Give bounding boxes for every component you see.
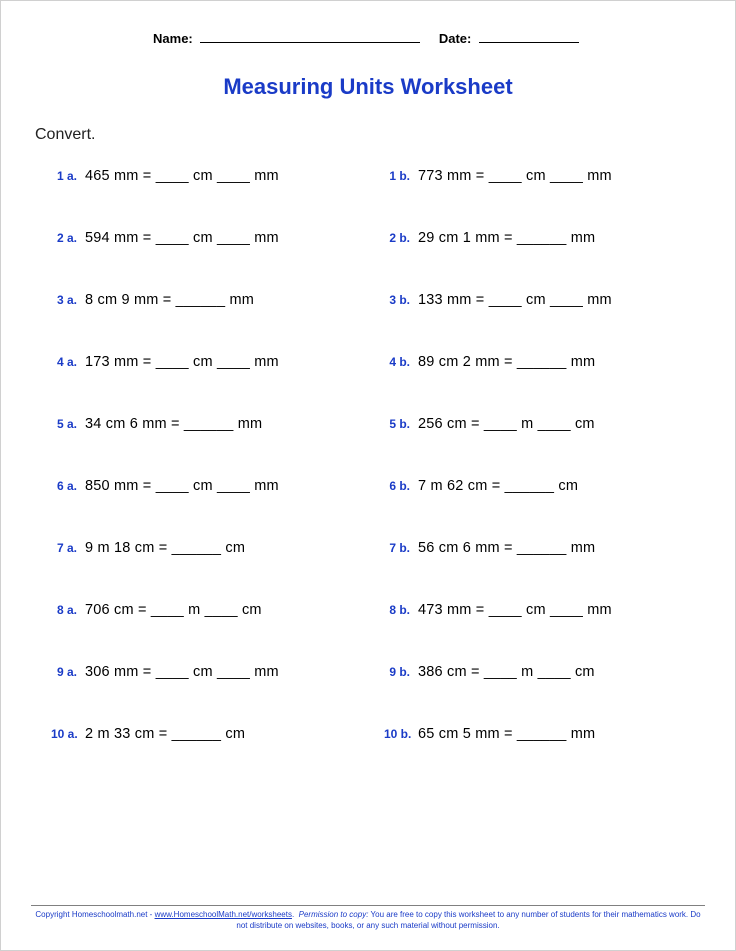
problem-item: 1 a.465 mm = ____ cm ____ mm xyxy=(51,168,364,184)
problem-text: 465 mm = ____ cm ____ mm xyxy=(85,168,279,184)
instruction-text: Convert. xyxy=(35,126,705,144)
problem-item: 4 a.173 mm = ____ cm ____ mm xyxy=(51,354,364,370)
problem-number: 1 a. xyxy=(51,169,85,183)
problem-number: 10 a. xyxy=(51,727,85,741)
problem-number: 10 b. xyxy=(384,727,418,741)
problem-item: 9 b.386 cm = ____ m ____ cm xyxy=(384,664,697,680)
problem-number: 8 b. xyxy=(384,603,418,617)
problem-text: 773 mm = ____ cm ____ mm xyxy=(418,168,612,184)
problem-text: 706 cm = ____ m ____ cm xyxy=(85,602,262,618)
problem-text: 306 mm = ____ cm ____ mm xyxy=(85,664,279,680)
name-blank xyxy=(200,31,420,43)
problem-item: 9 a.306 mm = ____ cm ____ mm xyxy=(51,664,364,680)
problem-number: 5 a. xyxy=(51,417,85,431)
footer-permission-label: Permission to copy: xyxy=(299,910,369,919)
worksheet-title: Measuring Units Worksheet xyxy=(31,74,705,100)
problem-text: 8 cm 9 mm = ______ mm xyxy=(85,292,254,308)
problem-text: 386 cm = ____ m ____ cm xyxy=(418,664,595,680)
date-label: Date: xyxy=(439,31,472,46)
header-line: Name: Date: xyxy=(31,31,705,46)
problem-item: 8 a.706 cm = ____ m ____ cm xyxy=(51,602,364,618)
footer-copyright: Copyright Homeschoolmath.net - xyxy=(35,910,154,919)
problem-number: 6 b. xyxy=(384,479,418,493)
problem-text: 9 m 18 cm = ______ cm xyxy=(85,540,245,556)
problem-item: 4 b.89 cm 2 mm = ______ mm xyxy=(384,354,697,370)
date-blank xyxy=(479,31,579,43)
problem-item: 2 b.29 cm 1 mm = ______ mm xyxy=(384,230,697,246)
problem-item: 5 a.34 cm 6 mm = ______ mm xyxy=(51,416,364,432)
problem-item: 6 a.850 mm = ____ cm ____ mm xyxy=(51,478,364,494)
problem-number: 9 a. xyxy=(51,665,85,679)
problem-item: 5 b.256 cm = ____ m ____ cm xyxy=(384,416,697,432)
problem-item: 7 b.56 cm 6 mm = ______ mm xyxy=(384,540,697,556)
problem-item: 1 b.773 mm = ____ cm ____ mm xyxy=(384,168,697,184)
problem-text: 256 cm = ____ m ____ cm xyxy=(418,416,595,432)
problem-number: 6 a. xyxy=(51,479,85,493)
footer-link: www.HomeschoolMath.net/worksheets xyxy=(155,910,292,919)
problem-text: 7 m 62 cm = ______ cm xyxy=(418,478,578,494)
problem-item: 2 a.594 mm = ____ cm ____ mm xyxy=(51,230,364,246)
problem-number: 5 b. xyxy=(384,417,418,431)
problem-item: 10 a.2 m 33 cm = ______ cm xyxy=(51,726,364,742)
problem-text: 850 mm = ____ cm ____ mm xyxy=(85,478,279,494)
problem-number: 3 a. xyxy=(51,293,85,307)
problem-text: 34 cm 6 mm = ______ mm xyxy=(85,416,262,432)
problem-number: 1 b. xyxy=(384,169,418,183)
problem-text: 29 cm 1 mm = ______ mm xyxy=(418,230,595,246)
problem-item: 6 b.7 m 62 cm = ______ cm xyxy=(384,478,697,494)
problem-item: 3 b.133 mm = ____ cm ____ mm xyxy=(384,292,697,308)
problem-text: 65 cm 5 mm = ______ mm xyxy=(418,726,595,742)
problem-number: 2 b. xyxy=(384,231,418,245)
problem-number: 9 b. xyxy=(384,665,418,679)
problem-number: 7 a. xyxy=(51,541,85,555)
problem-text: 173 mm = ____ cm ____ mm xyxy=(85,354,279,370)
problem-number: 3 b. xyxy=(384,293,418,307)
problem-text: 56 cm 6 mm = ______ mm xyxy=(418,540,595,556)
problem-text: 594 mm = ____ cm ____ mm xyxy=(85,230,279,246)
problem-number: 7 b. xyxy=(384,541,418,555)
problem-item: 3 a.8 cm 9 mm = ______ mm xyxy=(51,292,364,308)
problem-text: 89 cm 2 mm = ______ mm xyxy=(418,354,595,370)
problem-item: 10 b.65 cm 5 mm = ______ mm xyxy=(384,726,697,742)
problem-text: 473 mm = ____ cm ____ mm xyxy=(418,602,612,618)
problem-number: 4 b. xyxy=(384,355,418,369)
worksheet-page: Name: Date: Measuring Units Worksheet Co… xyxy=(0,0,736,951)
problem-number: 8 a. xyxy=(51,603,85,617)
problem-number: 2 a. xyxy=(51,231,85,245)
problem-item: 8 b.473 mm = ____ cm ____ mm xyxy=(384,602,697,618)
problem-text: 133 mm = ____ cm ____ mm xyxy=(418,292,612,308)
problem-number: 4 a. xyxy=(51,355,85,369)
name-label: Name: xyxy=(153,31,193,46)
problem-item: 7 a.9 m 18 cm = ______ cm xyxy=(51,540,364,556)
problems-grid: 1 a.465 mm = ____ cm ____ mm 1 b.773 mm … xyxy=(31,168,705,742)
problem-text: 2 m 33 cm = ______ cm xyxy=(85,726,245,742)
footer: Copyright Homeschoolmath.net - www.Homes… xyxy=(31,905,705,932)
